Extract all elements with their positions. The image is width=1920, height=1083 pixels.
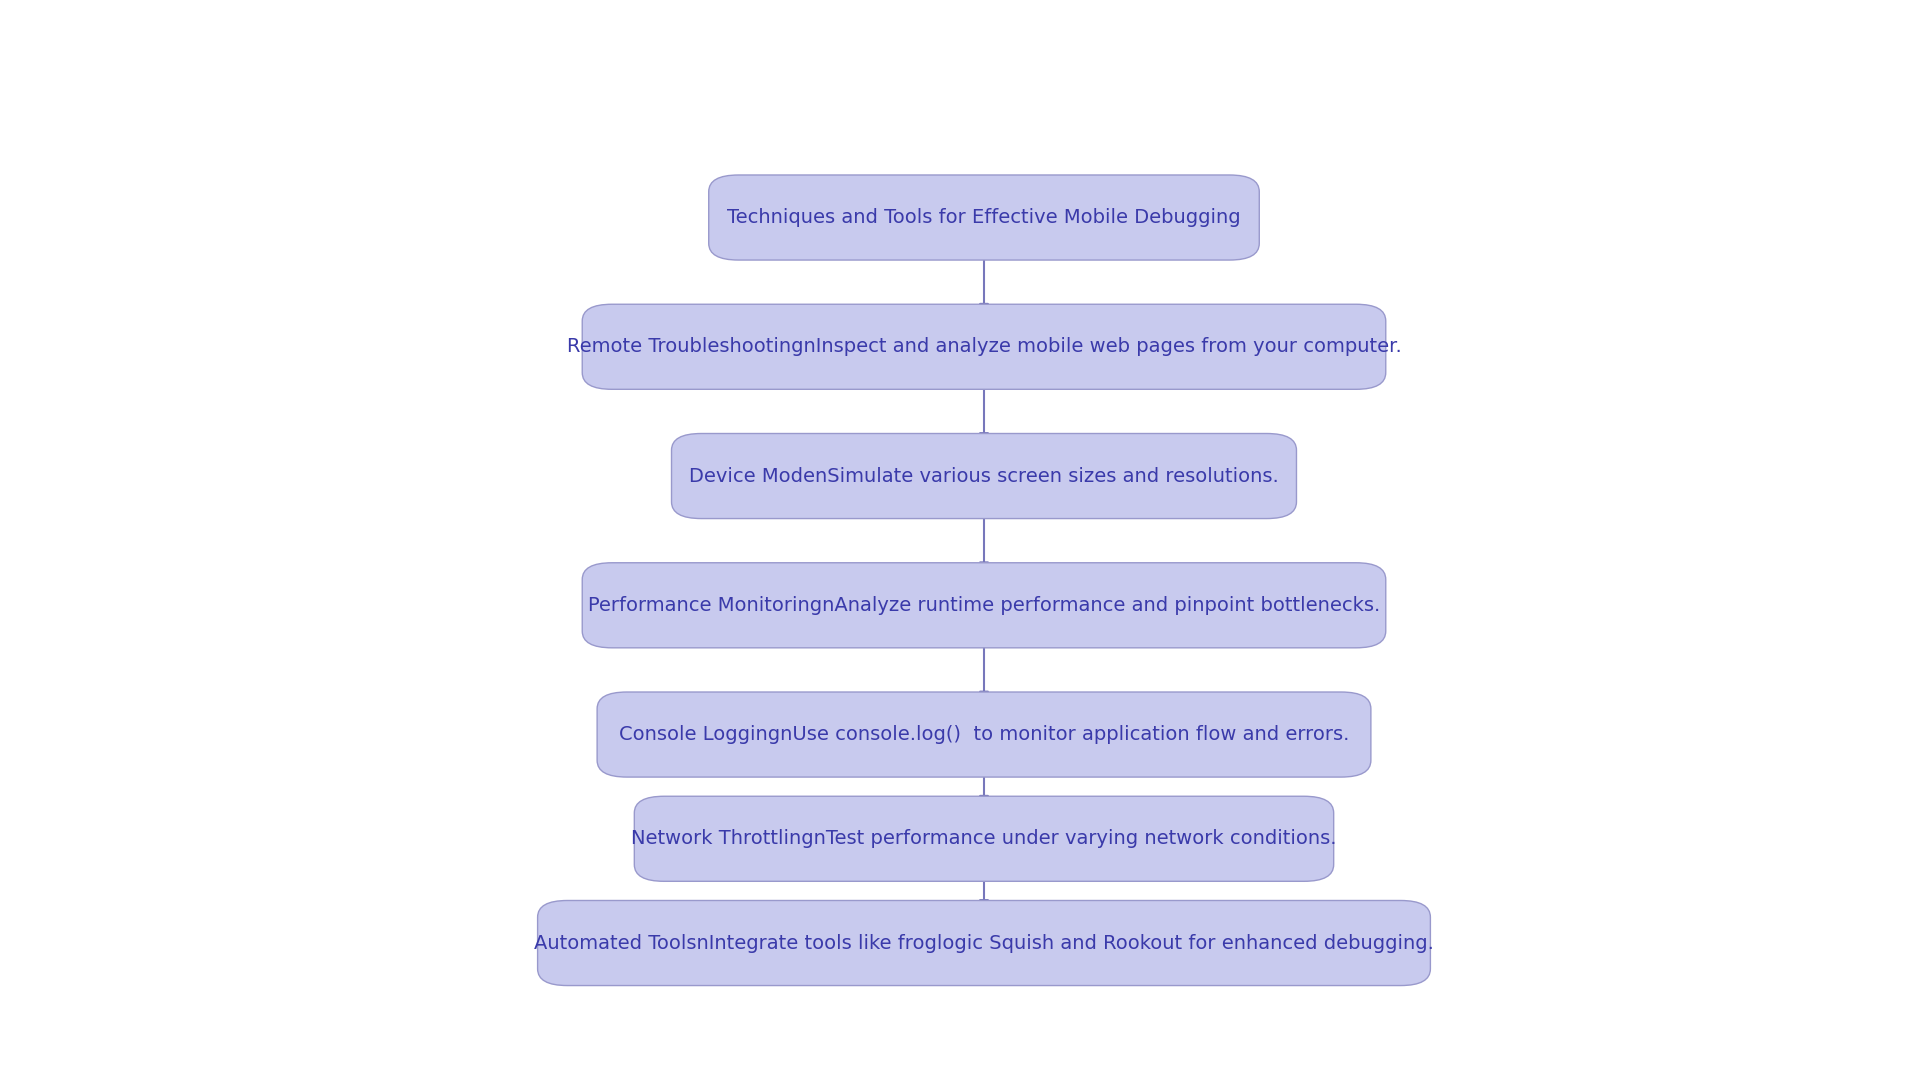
Text: Device ModenSimulate various screen sizes and resolutions.: Device ModenSimulate various screen size…	[689, 467, 1279, 485]
FancyBboxPatch shape	[708, 175, 1260, 260]
Text: Performance MonitoringnAnalyze runtime performance and pinpoint bottlenecks.: Performance MonitoringnAnalyze runtime p…	[588, 596, 1380, 615]
FancyBboxPatch shape	[597, 692, 1371, 778]
Text: Console LoggingnUse console.log()  to monitor application flow and errors.: Console LoggingnUse console.log() to mon…	[618, 725, 1350, 744]
FancyBboxPatch shape	[672, 433, 1296, 519]
Text: Techniques and Tools for Effective Mobile Debugging: Techniques and Tools for Effective Mobil…	[728, 208, 1240, 227]
FancyBboxPatch shape	[538, 900, 1430, 986]
Text: Automated ToolsnIntegrate tools like froglogic Squish and Rookout for enhanced d: Automated ToolsnIntegrate tools like fro…	[534, 934, 1434, 953]
Text: Remote TroubleshootingnInspect and analyze mobile web pages from your computer.: Remote TroubleshootingnInspect and analy…	[566, 337, 1402, 356]
FancyBboxPatch shape	[582, 563, 1386, 648]
FancyBboxPatch shape	[634, 796, 1334, 882]
Text: Network ThrottlingnTest performance under varying network conditions.: Network ThrottlingnTest performance unde…	[632, 830, 1336, 848]
FancyBboxPatch shape	[582, 304, 1386, 389]
